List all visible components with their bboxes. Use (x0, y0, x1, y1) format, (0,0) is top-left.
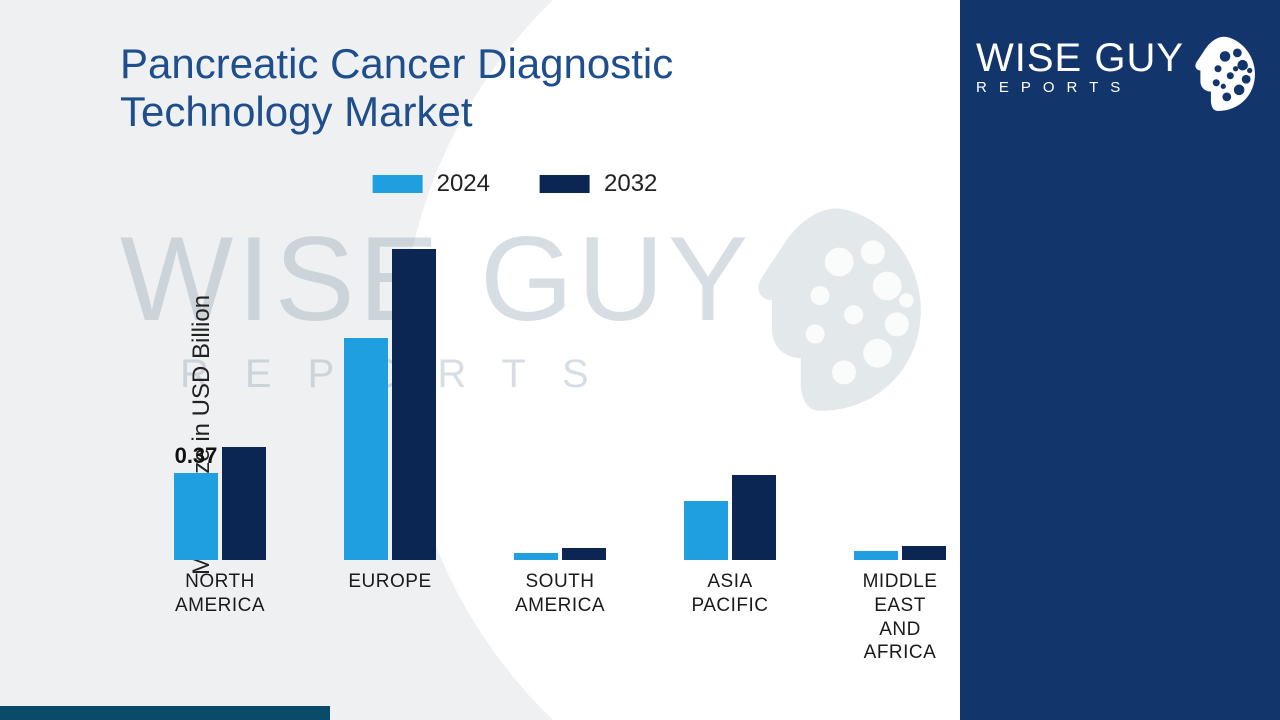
bar (732, 475, 776, 560)
bar (514, 553, 558, 560)
legend-label: 2032 (604, 170, 657, 198)
brand-logo: WISE GUY REPORTS (976, 36, 1256, 96)
category-label: SOUTH AMERICA (485, 570, 635, 618)
category-label: NORTH AMERICA (145, 570, 295, 618)
bar (684, 501, 728, 560)
bar-value-label: 0.37 (175, 443, 218, 469)
category-label: ASIA PACIFIC (655, 570, 805, 618)
plot-area: 0.37NORTH AMERICAEUROPESOUTH AMERICAASIA… (150, 230, 980, 560)
bar (854, 551, 898, 560)
category-label: EUROPE (315, 570, 465, 594)
bar (562, 548, 606, 560)
bar (222, 447, 266, 560)
brand-head-icon (1174, 30, 1262, 118)
bar: 0.37 (174, 473, 218, 560)
chart-canvas: WISE GUY REPORTS Pancreatic Cancer Diagn… (0, 0, 1280, 720)
chart-legend: 2024 2032 (373, 170, 658, 198)
page-title: Pancreatic Cancer Diagnostic Technology … (120, 40, 760, 137)
legend-item: 2024 (373, 170, 490, 198)
legend-item: 2032 (540, 170, 657, 198)
legend-label: 2024 (437, 170, 490, 198)
bottom-strip (0, 706, 330, 720)
bar (392, 249, 436, 560)
bar (344, 338, 388, 560)
bar-chart: Market Size in USD Billion 2024 2032 0.3… (50, 170, 980, 700)
category-label: MIDDLE EAST AND AFRICA (825, 570, 975, 665)
legend-swatch-icon (540, 175, 590, 193)
bar (902, 546, 946, 560)
legend-swatch-icon (373, 175, 423, 193)
